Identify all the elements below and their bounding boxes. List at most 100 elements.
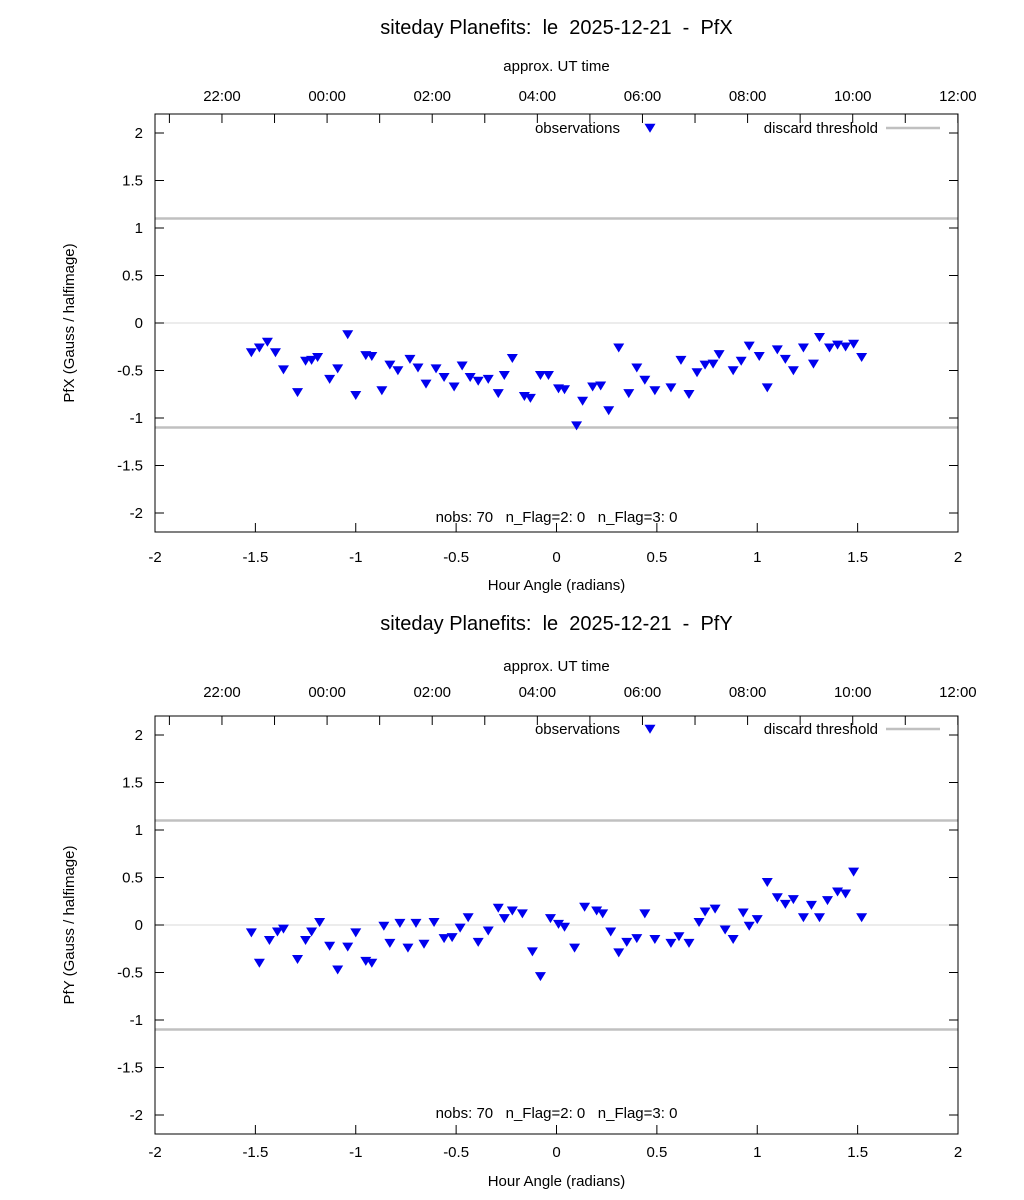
- observation-point: [665, 383, 677, 393]
- ut-tick-label: 06:00: [624, 684, 662, 701]
- observation-point: [472, 376, 484, 386]
- observation-point: [292, 388, 304, 398]
- observation-point: [404, 354, 416, 364]
- ut-tick-label: 00:00: [308, 88, 346, 105]
- observation-point: [735, 356, 747, 366]
- y-tick-label: 1: [135, 822, 143, 839]
- observation-point: [342, 330, 354, 340]
- x-tick-label: 0: [552, 1144, 560, 1161]
- observation-point: [271, 927, 283, 937]
- observation-point: [350, 391, 362, 400]
- observation-point: [324, 941, 336, 951]
- observation-point: [813, 333, 825, 343]
- observation-point: [797, 343, 809, 353]
- observation-point: [591, 906, 603, 916]
- observation-point: [482, 926, 494, 936]
- y-tick-label: 2: [135, 727, 143, 744]
- observation-point: [314, 917, 326, 927]
- observation-point: [263, 936, 275, 945]
- observation-point: [623, 389, 635, 399]
- observation-point: [856, 353, 868, 362]
- ut-tick-label: 10:00: [834, 684, 872, 701]
- y-tick-label: 0.5: [122, 268, 143, 285]
- observation-point: [410, 918, 422, 928]
- ut-tick-label: 12:00: [939, 88, 977, 105]
- observation-point: [253, 343, 265, 353]
- ut-tick-label: 02:00: [413, 684, 451, 701]
- observation-point: [498, 914, 510, 924]
- ut-tick-label: 22:00: [203, 88, 241, 105]
- legend-observations-label: observations: [535, 120, 620, 137]
- x-tick-label: -2: [148, 549, 161, 566]
- observation-point: [673, 932, 685, 942]
- observation-point: [665, 938, 677, 948]
- observation-point: [631, 363, 643, 373]
- observation-point: [542, 371, 554, 381]
- legend-threshold-label: discard threshold: [764, 120, 878, 137]
- ut-tick-label: 04:00: [519, 684, 557, 701]
- x-tick-label: -1.5: [242, 549, 268, 566]
- chart-title: siteday Planefits: le 2025-12-21 - PfY: [380, 613, 732, 635]
- legend-threshold-label: discard threshold: [764, 721, 878, 738]
- observation-point: [691, 368, 703, 378]
- observation-point: [613, 948, 625, 958]
- observations-series: [245, 867, 868, 982]
- stats-label: nobs: 70 n_Flag=2: 0 n_Flag=3: 0: [436, 1105, 678, 1122]
- observation-point: [797, 913, 809, 923]
- legend-triangle-down-marker-icon: [644, 724, 656, 734]
- x-tick-label: 2: [954, 549, 962, 566]
- y-tick-label: 0: [135, 315, 143, 332]
- observation-point: [832, 887, 844, 897]
- x-tick-label: 0.5: [646, 549, 667, 566]
- observation-point: [384, 938, 396, 948]
- observation-point: [779, 354, 791, 364]
- y-tick-label: 1: [135, 220, 143, 237]
- observation-point: [824, 343, 836, 353]
- y-tick-label: -2: [130, 505, 143, 522]
- observation-point: [771, 345, 783, 355]
- y-axis-label: PfY (Gauss / halfimage): [61, 846, 78, 1005]
- observation-point: [438, 372, 450, 382]
- ut-axis-label: approx. UT time: [503, 58, 609, 75]
- observation-point: [649, 386, 661, 396]
- y-tick-label: -0.5: [117, 363, 143, 380]
- y-tick-label: 2: [135, 125, 143, 142]
- x-tick-label: -1: [349, 1144, 362, 1161]
- x-tick-label: -0.5: [443, 549, 469, 566]
- ut-tick-label: 06:00: [624, 88, 662, 105]
- observation-point: [649, 935, 661, 945]
- x-tick-label: 1: [753, 549, 761, 566]
- ut-tick-label: 02:00: [413, 88, 451, 105]
- observation-point: [342, 942, 354, 952]
- observation-point: [569, 943, 581, 953]
- observation-point: [779, 899, 791, 909]
- ut-tick-label: 08:00: [729, 88, 767, 105]
- observation-point: [719, 925, 731, 935]
- observation-point: [613, 343, 625, 353]
- ut-tick-label: 22:00: [203, 684, 241, 701]
- observation-point: [727, 366, 739, 376]
- observation-point: [577, 396, 589, 406]
- observation-point: [707, 359, 719, 369]
- observation-point: [743, 921, 755, 931]
- observation-point: [378, 921, 390, 931]
- observation-point: [761, 878, 773, 888]
- observation-point: [430, 364, 442, 374]
- stats-label: nobs: 70 n_Flag=2: 0 n_Flag=3: 0: [436, 509, 678, 526]
- observation-point: [324, 374, 336, 384]
- observation-point: [506, 353, 518, 363]
- y-tick-label: -1.5: [117, 1060, 143, 1077]
- observation-point: [448, 382, 460, 392]
- x-tick-label: 1: [753, 1144, 761, 1161]
- observation-point: [420, 379, 432, 389]
- observation-point: [693, 917, 705, 927]
- observation-point: [856, 913, 868, 923]
- x-axis-label: Hour Angle (radians): [488, 1173, 626, 1190]
- observation-point: [771, 893, 783, 903]
- observation-point: [559, 922, 571, 932]
- observation-point: [332, 364, 344, 374]
- observation-point: [699, 360, 711, 370]
- y-tick-label: -0.5: [117, 965, 143, 982]
- observation-point: [524, 393, 536, 403]
- x-tick-label: -0.5: [443, 1144, 469, 1161]
